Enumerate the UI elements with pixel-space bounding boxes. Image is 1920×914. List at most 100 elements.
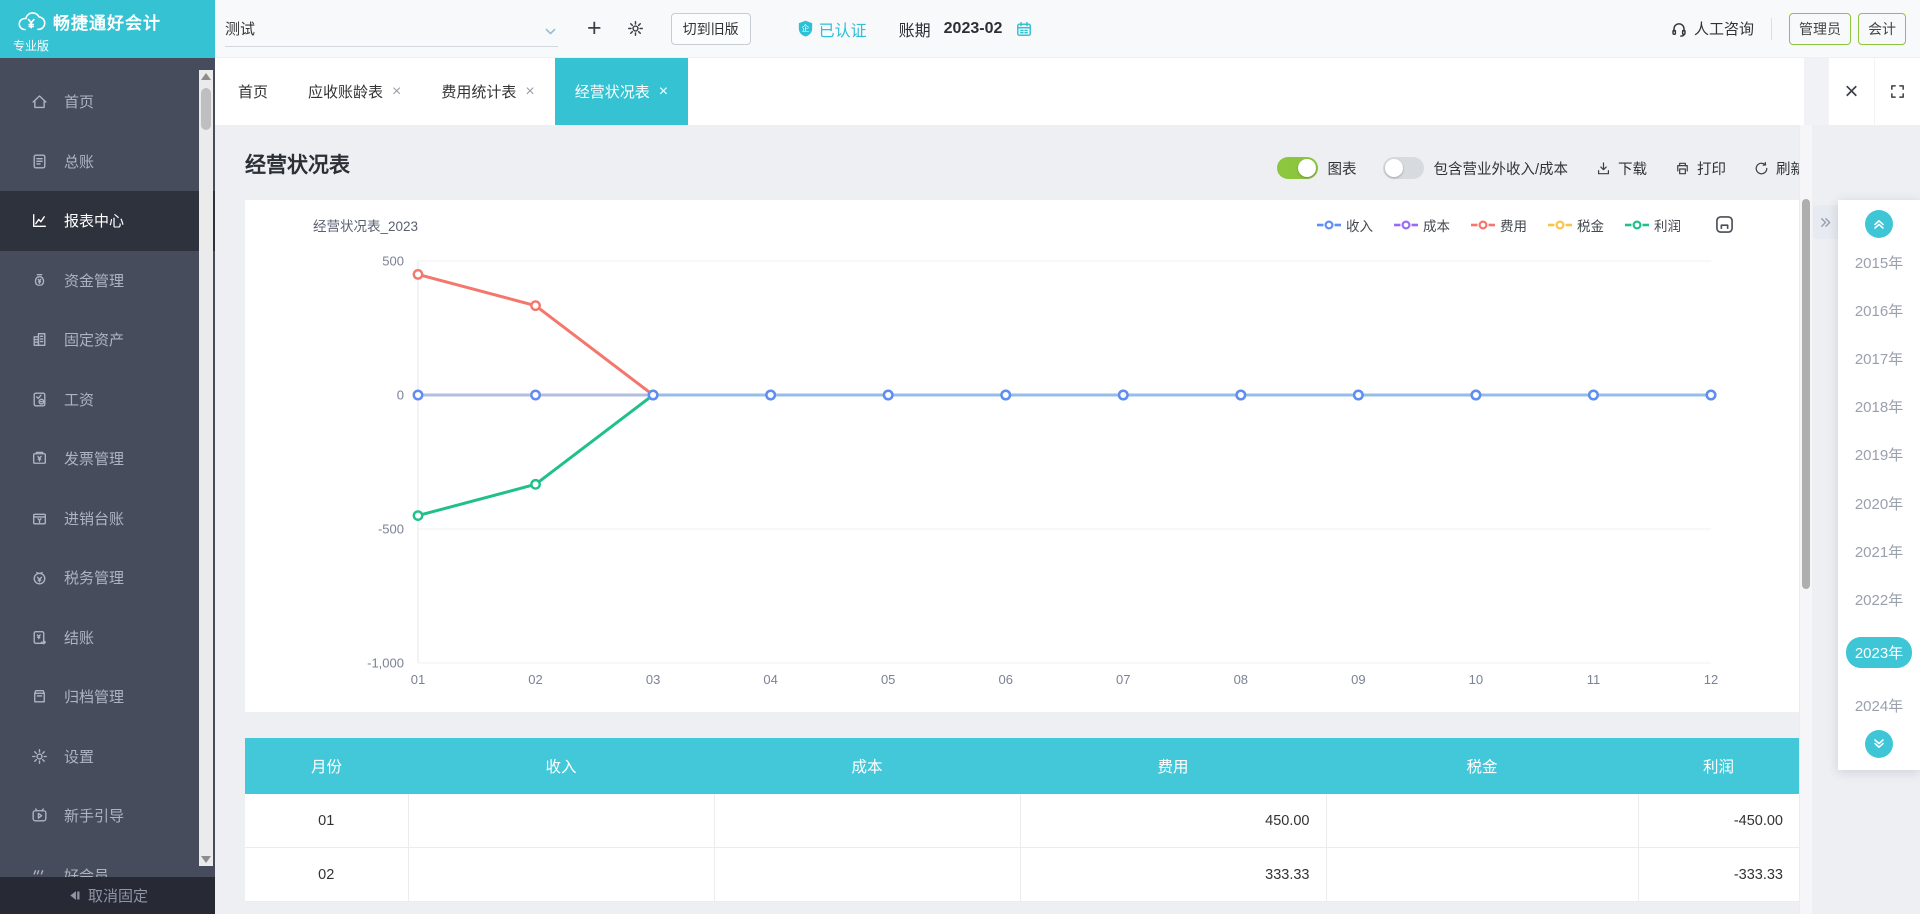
jump-to-top-button[interactable] xyxy=(1865,210,1893,238)
scroll-up-arrow-icon[interactable] xyxy=(201,73,211,80)
include-nonoperating-toggle[interactable]: 包含营业外收入/成本 xyxy=(1383,157,1568,179)
include-nonoperating-label: 包含营业外收入/成本 xyxy=(1433,161,1568,178)
tab-tools: × xyxy=(1804,58,1920,125)
sidebar-item-label: 归档管理 xyxy=(64,689,125,707)
unpin-button[interactable]: 取消固定 xyxy=(0,877,215,914)
settings-gear-icon[interactable] xyxy=(626,19,645,38)
legend-item-3[interactable]: 费用 xyxy=(1471,215,1527,235)
jump-to-bottom-button[interactable] xyxy=(1865,730,1893,758)
year-item-selected[interactable]: 2023年 xyxy=(1845,637,1913,669)
chart-toggle[interactable]: 图表 xyxy=(1277,157,1356,179)
sidebar-item-invoice[interactable]: 发票管理 xyxy=(0,429,215,489)
year-item[interactable]: 2016年 xyxy=(1854,302,1904,320)
unpin-label: 取消固定 xyxy=(87,888,148,905)
tab-close-icon[interactable]: × xyxy=(658,82,669,100)
tab-close-icon[interactable]: × xyxy=(392,82,402,100)
role-button-1[interactable]: 管理员 xyxy=(1789,12,1851,45)
sidebar-item-inventory[interactable]: 进销台账 xyxy=(0,489,215,549)
save-as-image-button[interactable] xyxy=(1714,214,1735,235)
svg-text:04: 04 xyxy=(763,672,777,687)
year-item[interactable]: 2022年 xyxy=(1854,591,1904,609)
content-scrollbar-thumb[interactable] xyxy=(1802,199,1810,589)
sidebar-item-report[interactable]: 报表中心 xyxy=(0,191,215,251)
tab-4[interactable]: 经营状况表 × xyxy=(554,58,689,125)
page-title: 经营状况表 xyxy=(245,154,350,177)
table-cell: 01 xyxy=(245,794,409,848)
refresh-button[interactable]: 刷新 xyxy=(1753,158,1805,179)
table-column-header: 费用 xyxy=(1020,738,1326,794)
table-column-header: 利润 xyxy=(1638,738,1799,794)
add-account-button[interactable]: + xyxy=(587,14,602,42)
svg-text:10: 10 xyxy=(1469,672,1483,687)
action-label: 打印 xyxy=(1697,161,1726,178)
support-button[interactable]: 人工咨询 xyxy=(1670,18,1754,39)
sidebar-item-ledger[interactable]: 总账 xyxy=(0,132,215,192)
topbar: 测试 + 切到旧版 企 已认证 账期 2023-02 xyxy=(215,0,1920,58)
sidebar: 畅捷通好会计 专业版 首页 总账 报表中心 资金管理 固定资产 工资 发票管理 进销台账 税务管… xyxy=(0,0,215,914)
brand-name: 畅捷通好会计 xyxy=(53,14,161,33)
workspace-selector[interactable]: 测试 xyxy=(225,11,558,47)
toggle-on-switch[interactable] xyxy=(1277,157,1319,179)
table-cell xyxy=(1325,794,1639,848)
legend-item-4[interactable]: 税金 xyxy=(1548,215,1604,235)
table-cell: 450.00 xyxy=(1019,794,1327,848)
unpin-icon xyxy=(67,887,84,904)
refresh-icon xyxy=(1753,160,1770,177)
calendar-icon[interactable] xyxy=(1015,20,1033,38)
year-item[interactable]: 2021年 xyxy=(1854,543,1904,561)
sidebar-item-home[interactable]: 首页 xyxy=(0,72,215,132)
scroll-down-arrow-icon[interactable] xyxy=(201,856,211,863)
sidebar-item-label: 固定资产 xyxy=(64,332,125,350)
year-item[interactable]: 2018年 xyxy=(1854,399,1904,417)
headset-icon xyxy=(1670,20,1688,38)
sidebar-item-member[interactable]: 好会员 xyxy=(0,846,215,877)
svg-text:02: 02 xyxy=(528,672,542,687)
year-panel-collapse-button[interactable] xyxy=(1813,205,1838,239)
legend-item-5[interactable]: 利润 xyxy=(1625,215,1681,235)
svg-text:07: 07 xyxy=(1116,672,1130,687)
period-value[interactable]: 2023-02 xyxy=(943,19,1003,37)
sidebar-item-fund[interactable]: 资金管理 xyxy=(0,251,215,311)
sidebar-item-label: 资金管理 xyxy=(64,272,125,290)
certified-badge[interactable]: 企 已认证 xyxy=(796,17,867,41)
sidebar-scrollbar-thumb[interactable] xyxy=(201,88,211,130)
table-cell xyxy=(1325,847,1639,902)
year-item[interactable]: 2017年 xyxy=(1854,350,1904,368)
content-scrollbar[interactable] xyxy=(1799,125,1812,914)
year-item[interactable]: 2020年 xyxy=(1854,495,1904,513)
tab-strip: 首页 应收账龄表 × 费用统计表 × 经营状况表 × × xyxy=(215,58,1920,125)
table-row[interactable]: 02 333.33 -333.33 xyxy=(245,847,1799,902)
table-header-row: 月份 收入 成本 费用 税金 利润 xyxy=(245,738,1799,794)
legend-item-1[interactable]: 收入 xyxy=(1317,215,1373,235)
year-item[interactable]: 2024年 xyxy=(1854,698,1904,716)
toggle-off-switch[interactable] xyxy=(1383,157,1425,179)
fullscreen-button[interactable] xyxy=(1874,58,1920,125)
sidebar-item-asset[interactable]: 固定资产 xyxy=(0,310,215,370)
tab-2[interactable]: 应收账龄表 × xyxy=(288,58,421,125)
tab-close-icon[interactable]: × xyxy=(525,82,535,100)
svg-text:-500: -500 xyxy=(378,522,404,537)
role-button-2[interactable]: 会计 xyxy=(1858,12,1906,45)
download-button[interactable]: 下载 xyxy=(1595,158,1647,179)
fullscreen-icon xyxy=(1889,83,1906,100)
table-row[interactable]: 01 450.00 -450.00 xyxy=(245,794,1799,848)
chevron-down-icon xyxy=(543,24,558,39)
sidebar-scrollbar[interactable] xyxy=(199,70,213,866)
brand-cloud-icon xyxy=(16,10,46,34)
sidebar-item-archive[interactable]: 归档管理 xyxy=(0,667,215,727)
sidebar-item-gear[interactable]: 设置 xyxy=(0,727,215,787)
tab-3[interactable]: 费用统计表 × xyxy=(421,58,554,125)
print-button[interactable]: 打印 xyxy=(1674,158,1726,179)
sidebar-item-guide[interactable]: 新手引导 xyxy=(0,786,215,846)
download-icon xyxy=(1595,160,1612,177)
legend-item-2[interactable]: 成本 xyxy=(1394,215,1450,235)
switch-old-version-button[interactable]: 切到旧版 xyxy=(670,12,751,45)
sidebar-item-closing[interactable]: 结账 xyxy=(0,608,215,668)
tab-1[interactable]: 首页 xyxy=(218,58,288,125)
sidebar-item-salary[interactable]: 工资 xyxy=(0,370,215,430)
sidebar-item-tax[interactable]: 税务管理 xyxy=(0,548,215,608)
year-item[interactable]: 2019年 xyxy=(1854,447,1904,465)
sidebar-item-label: 报表中心 xyxy=(64,213,125,231)
year-item[interactable]: 2015年 xyxy=(1854,254,1904,272)
close-all-tabs-button[interactable]: × xyxy=(1828,58,1874,125)
